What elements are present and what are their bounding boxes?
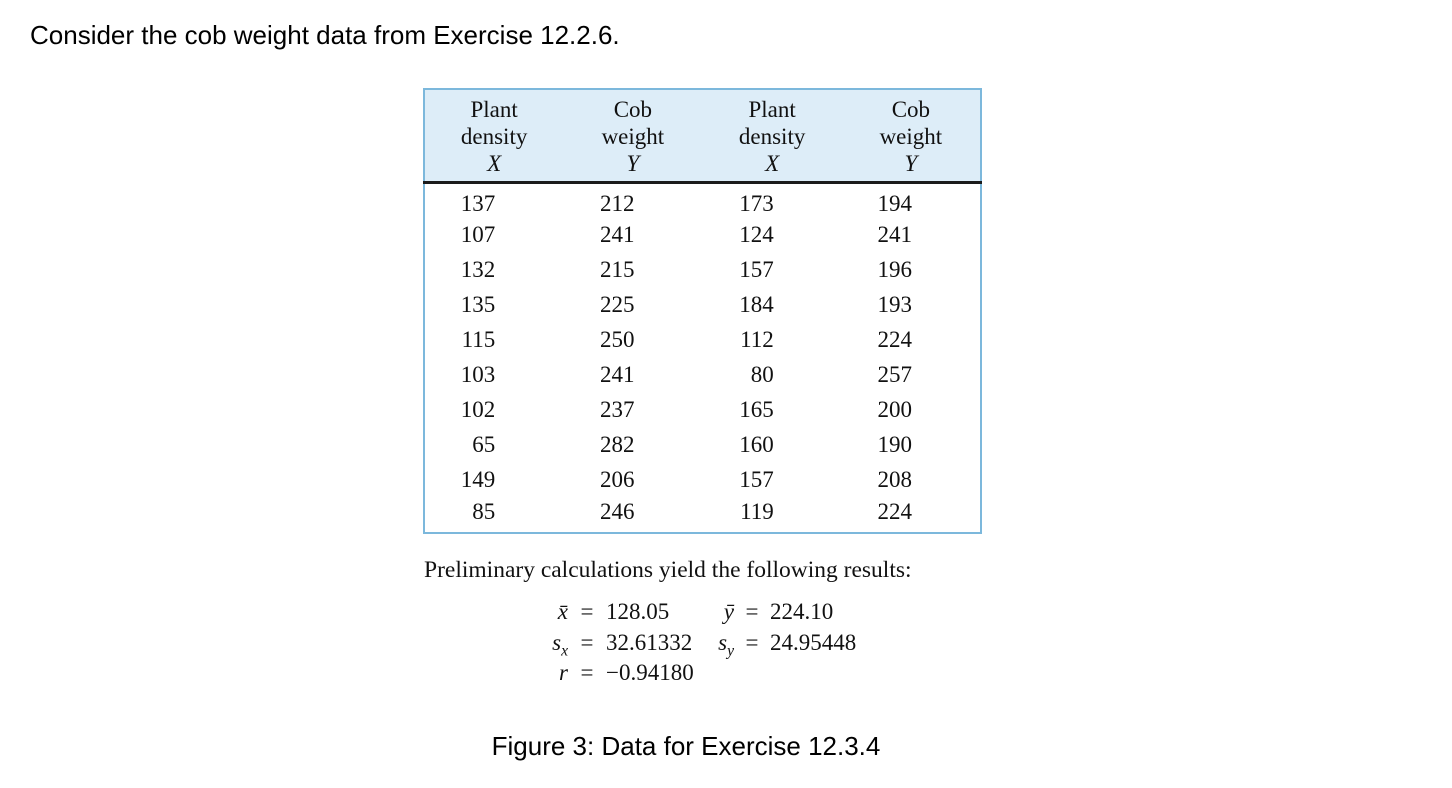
table-cell: 80 xyxy=(750,362,774,387)
figure-caption: Figure 3: Data for Exercise 12.3.4 xyxy=(491,731,881,761)
table-row: 132 215 157 196 xyxy=(424,253,981,288)
table-cell: 208 xyxy=(877,467,913,492)
header-line: Cob xyxy=(891,97,931,122)
sy-symbol: sy xyxy=(704,628,734,659)
header-line: weight xyxy=(601,124,665,149)
table-row: 107 241 124 241 xyxy=(424,218,981,253)
table-cell: 137 xyxy=(460,190,496,216)
table-cell: 184 xyxy=(739,292,774,317)
table-cell: 102 xyxy=(460,397,496,422)
xbar-symbol: x̄ xyxy=(557,599,568,624)
table-row: 149 206 157 208 xyxy=(424,463,981,498)
r-symbol: r xyxy=(559,660,568,685)
sx-subscript: x xyxy=(561,642,568,660)
sy-base: s xyxy=(718,629,728,655)
header-variable: Y xyxy=(904,151,918,176)
table-cell: 237 xyxy=(600,397,635,422)
header-line: weight xyxy=(879,124,943,149)
table-cell: 149 xyxy=(460,467,496,492)
sx-symbol: sx xyxy=(520,628,568,659)
table-header-row: Plant density X Cob weight Y Plant densi… xyxy=(424,89,981,184)
table-cell: 160 xyxy=(739,432,774,457)
table-row: 85 246 119 224 xyxy=(424,498,981,533)
sy-subscript: y xyxy=(727,642,734,660)
equals-sign: = xyxy=(580,660,594,685)
table-cell: 124 xyxy=(739,222,774,247)
column-header-plant-density-1: Plant density X xyxy=(424,89,564,184)
table-cell: 193 xyxy=(877,292,913,317)
table-cell: 85 xyxy=(472,498,496,524)
table-cell: 246 xyxy=(600,498,635,524)
table-cell: 112 xyxy=(740,327,774,352)
table-cell: 157 xyxy=(739,257,774,282)
header-line: density xyxy=(460,124,528,149)
table-body: 137 212 173 194 107 241 124 241 132 215 157 196 135 2… xyxy=(424,183,981,533)
table-cell: 224 xyxy=(877,498,913,524)
table-cell: 119 xyxy=(740,498,774,524)
table-cell: 107 xyxy=(460,222,496,247)
table-row: 115 250 112 224 xyxy=(424,323,981,358)
table-cell: 196 xyxy=(877,257,913,282)
equals-sign: = xyxy=(745,629,759,655)
header-line: Plant xyxy=(470,97,518,122)
table-row: 65 282 160 190 xyxy=(424,428,981,463)
table-cell: 241 xyxy=(600,222,635,247)
table-cell: 241 xyxy=(877,222,913,247)
sx-value: 32.61332 xyxy=(606,629,693,655)
header-variable: X xyxy=(487,151,502,176)
table-cell: 212 xyxy=(600,190,635,216)
table-cell: 200 xyxy=(877,397,913,422)
table-row: 135 225 184 193 xyxy=(424,288,981,323)
header-line: Cob xyxy=(613,97,653,122)
data-table: Plant density X Cob weight Y Plant densi… xyxy=(423,88,982,534)
equals-sign: = xyxy=(745,599,759,624)
table-cell: 215 xyxy=(600,257,635,282)
table-row: 137 212 173 194 xyxy=(424,183,981,218)
calculations-block: x̄ = 128.05 ȳ = 224.10 sx = 32.61332 sy … xyxy=(520,597,856,689)
table-cell: 224 xyxy=(877,327,913,352)
header-variable: Y xyxy=(626,151,640,176)
header-line: density xyxy=(738,124,806,149)
table-header: Plant density X Cob weight Y Plant densi… xyxy=(424,89,981,184)
ybar-symbol: ȳ xyxy=(723,599,734,624)
table-cell: 132 xyxy=(460,257,496,282)
table-cell: 225 xyxy=(600,292,635,317)
table-cell: 103 xyxy=(460,362,496,387)
table-row: 103 241 80 257 xyxy=(424,358,981,393)
table-cell: 194 xyxy=(877,190,913,216)
table-cell: 157 xyxy=(739,467,774,492)
calculations-intro-text: Preliminary calculations yield the follo… xyxy=(424,557,912,583)
exercise-intro-text: Consider the cob weight data from Exerci… xyxy=(30,20,620,50)
table-cell: 190 xyxy=(877,432,913,457)
table-cell: 282 xyxy=(600,432,635,457)
equals-sign: = xyxy=(580,599,594,624)
ybar-value: 224.10 xyxy=(770,599,834,624)
r-value: −0.94180 xyxy=(606,660,694,685)
sx-base: s xyxy=(552,629,562,655)
column-header-plant-density-2: Plant density X xyxy=(702,89,842,184)
table-cell: 65 xyxy=(472,432,496,457)
table-cell: 115 xyxy=(461,327,496,352)
table-cell: 250 xyxy=(600,327,635,352)
table-cell: 165 xyxy=(739,397,774,422)
table-cell: 241 xyxy=(600,362,635,387)
column-header-cob-weight-1: Cob weight Y xyxy=(563,89,703,184)
table-cell: 206 xyxy=(600,467,635,492)
column-header-cob-weight-2: Cob weight Y xyxy=(841,89,981,184)
equals-sign: = xyxy=(580,629,594,655)
header-line: Plant xyxy=(748,97,796,122)
sy-value: 24.95448 xyxy=(770,629,857,655)
table-cell: 257 xyxy=(877,362,913,387)
xbar-value: 128.05 xyxy=(606,599,670,624)
header-variable: X xyxy=(765,151,780,176)
table-cell: 135 xyxy=(460,292,496,317)
table-row: 102 237 165 200 xyxy=(424,393,981,428)
table-cell: 173 xyxy=(739,190,774,216)
